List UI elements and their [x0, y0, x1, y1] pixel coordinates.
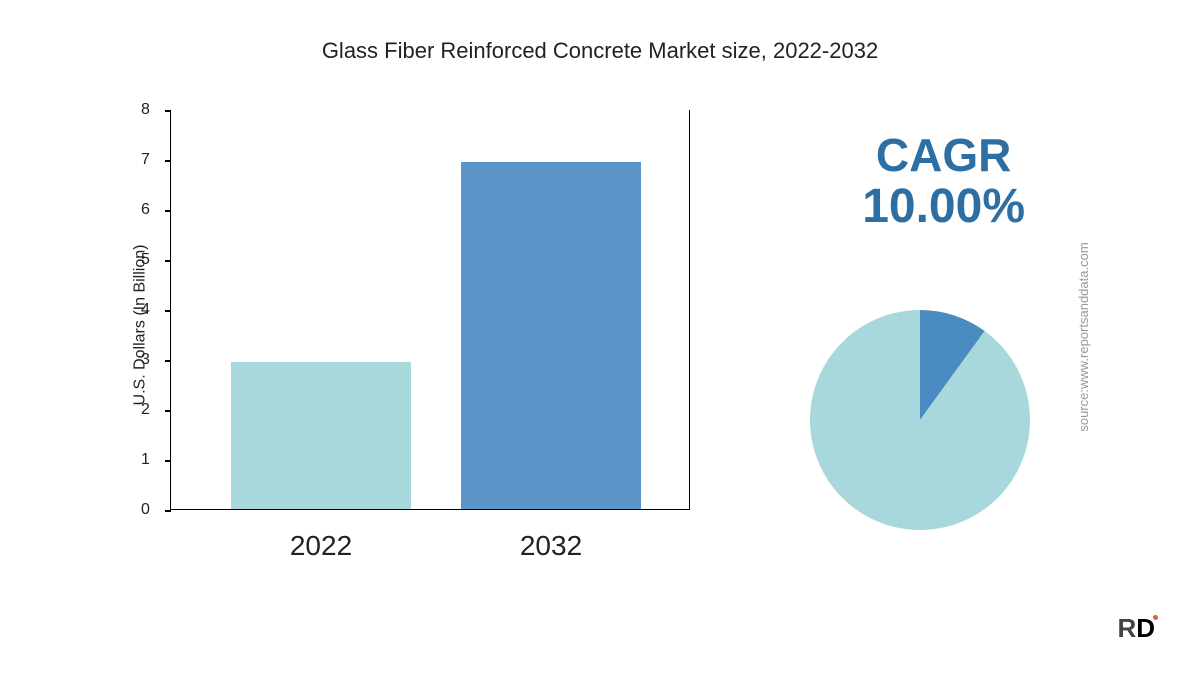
x-axis-label: 2022	[290, 530, 352, 562]
y-tick: 1	[141, 451, 150, 469]
plot-area: 01234567820222032	[170, 110, 690, 510]
pie-chart	[810, 310, 1030, 535]
y-tick: 5	[141, 251, 150, 269]
y-tick: 6	[141, 201, 150, 219]
cagr-label: CAGR	[862, 130, 1025, 181]
x-axis-label: 2032	[520, 530, 582, 562]
y-tick: 2	[141, 401, 150, 419]
chart-title: Glass Fiber Reinforced Concrete Market s…	[0, 0, 1200, 64]
logo: RD	[1117, 613, 1155, 644]
source-text: source:www.reportsanddata.com	[1076, 242, 1091, 431]
y-tick: 3	[141, 351, 150, 369]
logo-d: D	[1136, 613, 1155, 643]
bar	[231, 362, 411, 510]
y-tick: 8	[141, 101, 150, 119]
logo-r: R	[1117, 613, 1136, 643]
y-tick: 0	[141, 501, 150, 519]
bar	[461, 162, 641, 510]
y-tick: 4	[141, 301, 150, 319]
y-tick: 7	[141, 151, 150, 169]
cagr-section: CAGR 10.00%	[862, 130, 1025, 233]
bar-chart-container: U.S. Dollars (In Billion) 01234567820222…	[130, 110, 690, 540]
pie-slice	[810, 310, 1030, 530]
cagr-value: 10.00%	[862, 181, 1025, 234]
